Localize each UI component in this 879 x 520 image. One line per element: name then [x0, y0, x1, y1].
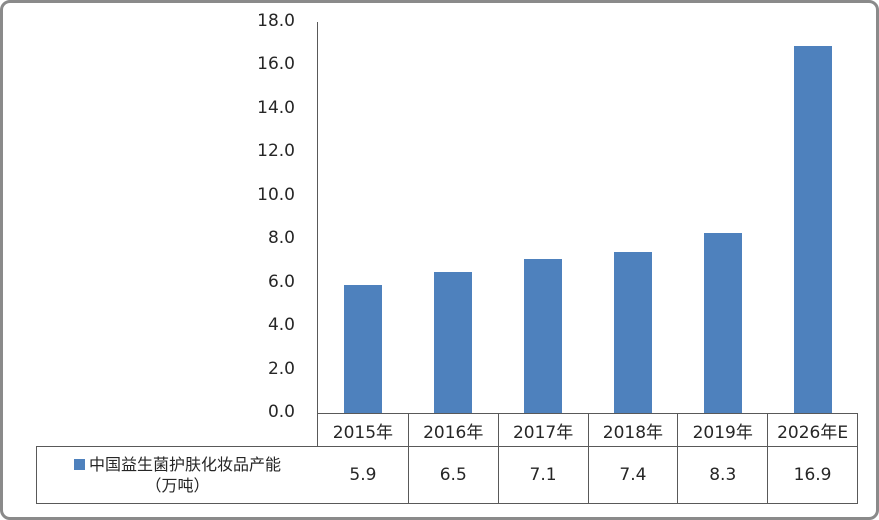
table-year-cell: 2016年 [407, 414, 498, 447]
table-value-cell: 7.4 [587, 447, 678, 503]
table-value-cell: 6.5 [407, 447, 498, 503]
table-year-cell: 2026年E [767, 414, 857, 447]
y-tick-label: 2.0 [267, 358, 295, 379]
y-tick-label: 0.0 [267, 402, 295, 422]
legend-label-line1: 中国益生菌护肤化妆品产能 [88, 455, 281, 474]
table-value-cell: 8.3 [677, 447, 768, 503]
table-year-cell: 2019年 [677, 414, 768, 447]
table-year-cell: 2015年 [318, 414, 408, 447]
y-tick-label: 8.0 [267, 228, 295, 249]
y-tick-label: 18.0 [257, 11, 295, 31]
bar [524, 258, 562, 413]
y-axis: 0.0 2.0 4.0 6.0 8.0 10.0 12.0 14.0 16.0 18.0 [3, 3, 309, 517]
data-table: 2015年 2016年 2017年 2018年 2019年 2026年E 5.9 6.5 7.1… [317, 413, 858, 504]
y-tick-label: 12.0 [257, 141, 295, 162]
bar [434, 271, 472, 413]
bar [704, 232, 742, 413]
table-value-cell: 7.1 [497, 447, 588, 503]
bar [344, 284, 382, 413]
y-tick-label: 10.0 [257, 184, 295, 205]
plot-area [317, 22, 858, 413]
table-value-cell: 16.9 [767, 447, 857, 503]
bar [794, 45, 832, 413]
table-year-cell: 2017年 [497, 414, 588, 447]
y-tick-label: 4.0 [267, 315, 295, 336]
table-year-cell: 2018年 [587, 414, 678, 447]
y-tick-label: 14.0 [257, 97, 295, 118]
table-value-cell: 5.9 [318, 447, 408, 503]
legend-color-swatch-icon [73, 459, 85, 470]
bar [614, 252, 652, 413]
y-tick-label: 16.0 [257, 54, 295, 75]
legend: 中国益生菌护肤化妆品产能 （万吨） [36, 446, 318, 504]
y-tick-label: 6.0 [267, 271, 295, 292]
legend-entry: 中国益生菌护肤化妆品产能 [73, 454, 281, 475]
legend-label-line2: （万吨） [145, 476, 210, 495]
